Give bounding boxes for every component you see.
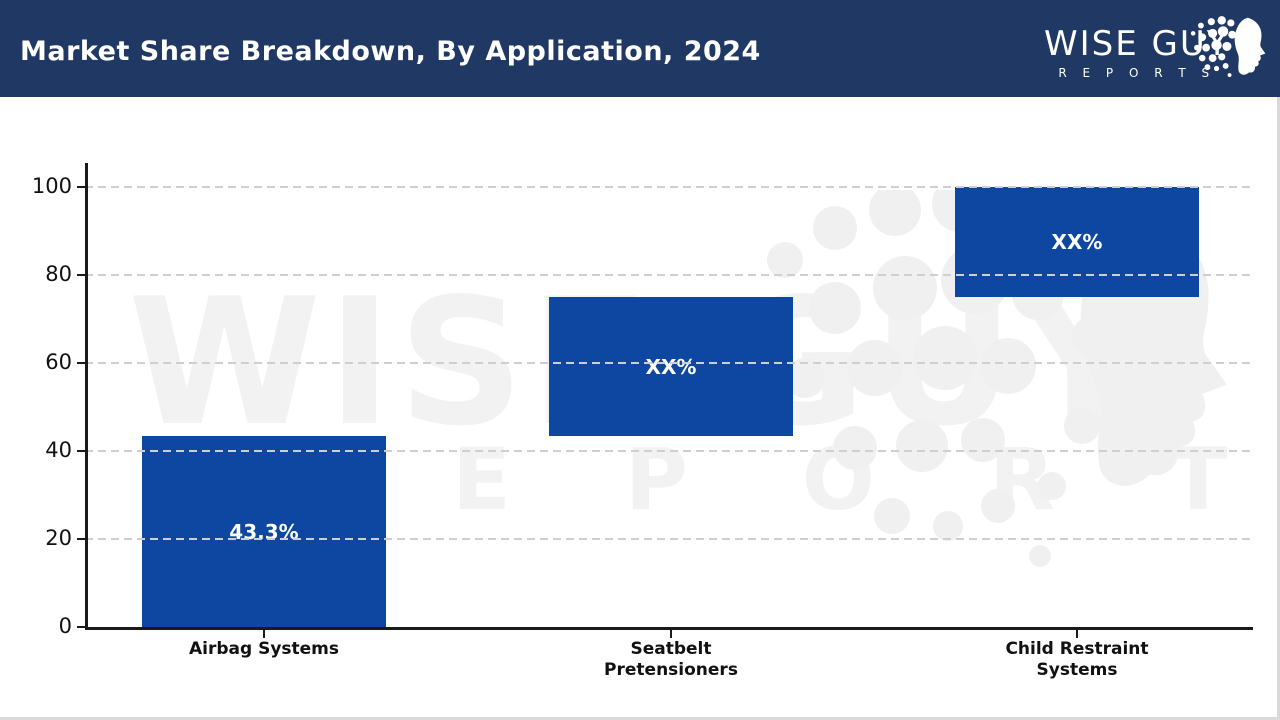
y-tick-label: 0 [58,614,72,638]
y-tick-mark [77,538,86,540]
x-tick-label-airbag-systems: Airbag Systems [188,639,340,659]
x-axis-line [85,627,1253,630]
gridline [85,362,1253,364]
x-tick-mark [1076,630,1078,638]
app-header: Market Share Breakdown, By Application, … [0,0,1280,97]
x-tick-mark [263,630,265,638]
right-border-line [1277,97,1280,720]
y-tick-mark [77,274,86,276]
gridline [85,274,1253,276]
bar-seatbelt-pretensioners: XX% [549,297,793,437]
y-tick-mark [77,362,86,364]
x-tick-label-child-restraint-systems: Child Restraint Systems [1005,639,1149,681]
y-tick-label: 80 [45,262,72,286]
y-tick-mark [77,450,86,452]
bar-value-label: XX% [645,354,697,379]
brand-logo: WISE GUY R E P O R T S [1016,6,1266,92]
bar-airbag-systems: 43.3% [142,436,386,627]
gridline [85,538,1253,540]
brand-reports-text: R E P O R T S [1058,66,1216,80]
bar-child-restraint-systems: XX% [955,187,1199,297]
x-tick-mark [670,630,672,638]
y-tick-label: 60 [45,350,72,374]
y-axis-line [85,163,88,630]
face-logo-icon [1190,16,1266,77]
chart-title: Market Share Breakdown, By Application, … [20,36,761,67]
bar-value-label: 43.3% [229,519,299,544]
y-tick-label: 40 [45,438,72,462]
y-tick-mark [77,626,86,628]
y-tick-mark [77,186,86,188]
y-tick-label: 100 [31,174,72,198]
bar-value-label: XX% [1051,230,1103,254]
gridline [85,450,1253,452]
brand-name-text: WISE GUY [1044,24,1230,64]
brand-wordmark: WISE GUY R E P O R T S [1044,24,1230,80]
y-tick-label: 20 [45,526,72,550]
x-tick-label-seatbelt-pretensioners: Seatbelt Pretensioners [604,639,738,681]
gridline [85,186,1253,188]
bottom-border-line [0,717,1280,720]
